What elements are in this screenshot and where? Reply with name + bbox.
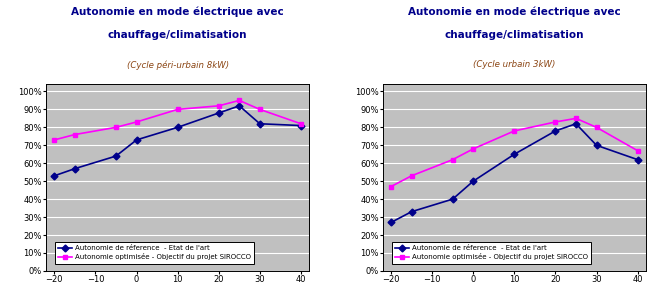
Autonomie de réference  - Etat de l'art [112, 154, 120, 158]
Autonomie optimisée - Objectif du projet SIROCCO [71, 133, 79, 136]
Autonomie de réference  - Etat de l'art [592, 144, 600, 147]
Autonomie de réference  - Etat de l'art [634, 158, 642, 161]
Legend: Autonomie de réference  - Etat de l'art, Autonomie optimisée - Objectif du proje: Autonomie de réference - Etat de l'art, … [55, 242, 254, 264]
Autonomie optimisée - Objectif du projet SIROCCO [256, 107, 264, 111]
Line: Autonomie de réference  - Etat de l'art: Autonomie de réference - Etat de l'art [389, 121, 640, 225]
Autonomie optimisée - Objectif du projet SIROCCO [408, 174, 416, 178]
Line: Autonomie optimisée - Objectif du projet SIROCCO: Autonomie optimisée - Objectif du projet… [52, 98, 303, 142]
Autonomie de réference  - Etat de l'art [215, 111, 223, 115]
Text: chauffage/climatisation: chauffage/climatisation [445, 30, 584, 40]
Autonomie de réference  - Etat de l'art [552, 129, 559, 133]
Autonomie de réference  - Etat de l'art [449, 197, 457, 201]
Autonomie optimisée - Objectif du projet SIROCCO [50, 138, 58, 142]
Autonomie de réference  - Etat de l'art [387, 221, 395, 224]
Autonomie optimisée - Objectif du projet SIROCCO [174, 107, 182, 111]
Autonomie optimisée - Objectif du projet SIROCCO [469, 147, 477, 151]
Text: (Cycle péri-urbain 8kW): (Cycle péri-urbain 8kW) [127, 60, 229, 70]
Autonomie optimisée - Objectif du projet SIROCCO [510, 129, 518, 133]
Line: Autonomie optimisée - Objectif du projet SIROCCO: Autonomie optimisée - Objectif du projet… [389, 116, 640, 189]
Autonomie optimisée - Objectif du projet SIROCCO [215, 104, 223, 108]
Autonomie optimisée - Objectif du projet SIROCCO [592, 126, 600, 129]
Autonomie optimisée - Objectif du projet SIROCCO [572, 116, 580, 120]
Autonomie de réference  - Etat de l'art [510, 153, 518, 156]
Autonomie optimisée - Objectif du projet SIROCCO [297, 122, 305, 126]
Autonomie optimisée - Objectif du projet SIROCCO [449, 158, 457, 161]
Autonomie optimisée - Objectif du projet SIROCCO [132, 120, 140, 124]
Autonomie de réference  - Etat de l'art [256, 122, 264, 126]
Autonomie optimisée - Objectif du projet SIROCCO [552, 120, 559, 124]
Autonomie optimisée - Objectif du projet SIROCCO [112, 126, 120, 129]
Text: (Cycle urbain 3kW): (Cycle urbain 3kW) [473, 60, 556, 69]
Autonomie optimisée - Objectif du projet SIROCCO [387, 185, 395, 188]
Text: Autonomie en mode électrique avec: Autonomie en mode électrique avec [71, 6, 284, 17]
Autonomie de réference  - Etat de l'art [71, 167, 79, 170]
Autonomie optimisée - Objectif du projet SIROCCO [235, 99, 243, 102]
Autonomie de réference  - Etat de l'art [572, 122, 580, 126]
Autonomie de réference  - Etat de l'art [235, 104, 243, 108]
Line: Autonomie de réference  - Etat de l'art: Autonomie de réference - Etat de l'art [52, 103, 303, 178]
Autonomie optimisée - Objectif du projet SIROCCO [634, 149, 642, 153]
Autonomie de réference  - Etat de l'art [297, 124, 305, 127]
Text: Autonomie en mode électrique avec: Autonomie en mode électrique avec [408, 6, 621, 17]
Autonomie de réference  - Etat de l'art [132, 138, 140, 142]
Autonomie de réference  - Etat de l'art [469, 179, 477, 183]
Autonomie de réference  - Etat de l'art [408, 210, 416, 213]
Autonomie de réference  - Etat de l'art [50, 174, 58, 178]
Legend: Autonomie de réference  - Etat de l'art, Autonomie optimisée - Objectif du proje: Autonomie de réference - Etat de l'art, … [391, 242, 591, 264]
Text: chauffage/climatisation: chauffage/climatisation [108, 30, 247, 40]
Autonomie de réference  - Etat de l'art [174, 126, 182, 129]
